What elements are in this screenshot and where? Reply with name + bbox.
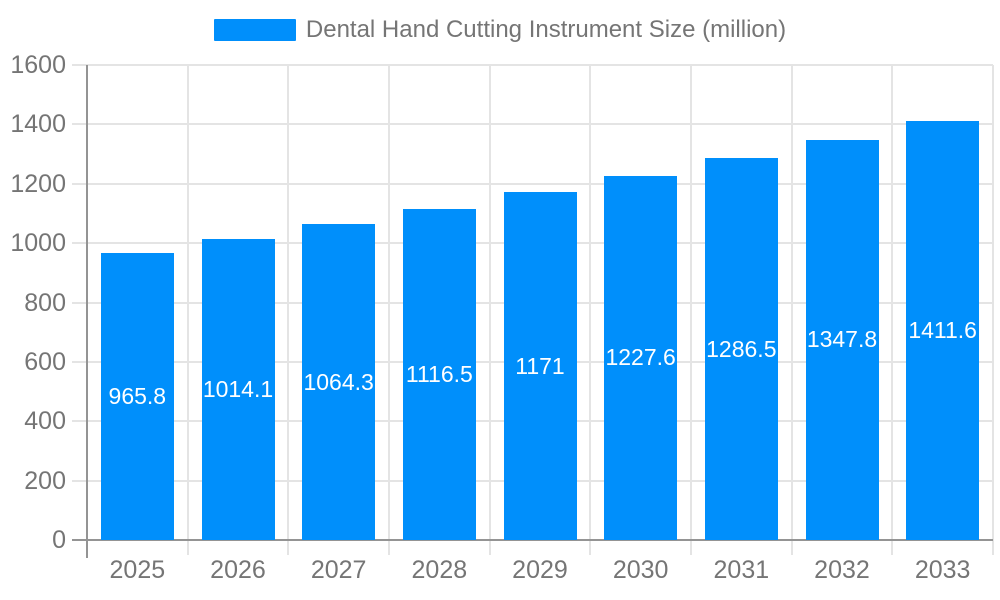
gridline-x-boundary-4 (488, 65, 491, 555)
gridline-x-boundary-5 (589, 65, 592, 555)
bar-value-label: 1014.1 (202, 375, 274, 402)
bar-2033[interactable]: 1411.6 (906, 120, 980, 540)
bar-2030[interactable]: 1227.6 (604, 175, 678, 540)
gridline-y-1400 (72, 123, 993, 126)
gridline-x-boundary-3 (388, 65, 390, 555)
gridline-y-1200 (72, 182, 993, 185)
bar-value-label: 1227.6 (605, 344, 676, 371)
y-axis-tick-label: 1200 (10, 169, 66, 198)
x-axis-tick-label-2032: 2032 (814, 556, 870, 584)
y-axis-tick-label: 200 (24, 466, 66, 495)
legend-swatch[interactable] (213, 19, 296, 41)
bar-2032[interactable]: 1347.8 (805, 139, 879, 540)
bar-value-label: 1411.6 (908, 316, 977, 343)
bar-value-label: 1116.5 (405, 360, 473, 387)
gridline-x-boundary-8 (891, 65, 894, 555)
bar-2029[interactable]: 1171 (503, 192, 577, 540)
y-axis-tick-label: 600 (24, 347, 66, 376)
legend: Dental Hand Cutting Instrument Size (mil… (0, 16, 1000, 44)
bar-2031[interactable]: 1286.5 (704, 158, 778, 540)
y-axis-tick-label: 0 (52, 526, 66, 554)
gridline-x-boundary-1 (186, 65, 189, 555)
bar-value-label: 1171 (515, 352, 565, 379)
gridline-x-boundary-2 (287, 65, 290, 555)
y-axis-tick-label: 1600 (10, 51, 66, 79)
bar-2026[interactable]: 1014.1 (201, 238, 275, 540)
gridline-y-1600 (72, 64, 993, 66)
x-axis-tick-label-2027: 2027 (310, 556, 367, 584)
x-axis-tick-label-2028: 2028 (411, 556, 468, 584)
legend-label[interactable]: Dental Hand Cutting Instrument Size (mil… (305, 16, 787, 43)
bar-2025[interactable]: 965.8 (100, 253, 174, 540)
bar-value-label: 965.8 (108, 383, 167, 410)
bar-value-label: 1347.8 (806, 326, 878, 353)
bar-value-label: 1286.5 (706, 335, 777, 362)
bar-2028[interactable]: 1116.5 (402, 208, 476, 540)
y-axis-line (86, 65, 88, 558)
gridline-x-boundary-9 (992, 65, 994, 555)
bar-value-label: 1064.3 (303, 368, 374, 395)
x-axis-tick-label-2030: 2030 (612, 556, 669, 584)
x-axis-tick-label-2029: 2029 (512, 556, 568, 584)
x-axis-tick-label-2025: 2025 (109, 556, 166, 584)
gridline-x-boundary-6 (690, 65, 692, 555)
gridline-x-boundary-7 (790, 65, 793, 555)
y-axis-tick-label: 1400 (10, 110, 66, 139)
y-axis-tick-label: 1000 (10, 229, 66, 258)
x-axis-line (72, 539, 993, 541)
y-axis-tick-label: 400 (24, 407, 66, 436)
x-axis-tick-label-2026: 2026 (210, 556, 266, 584)
x-axis-tick-label-2033: 2033 (914, 556, 971, 584)
x-axis-tick-label-2031: 2031 (713, 556, 770, 584)
bar-2027[interactable]: 1064.3 (302, 224, 376, 540)
y-axis-tick-label: 800 (24, 288, 66, 317)
